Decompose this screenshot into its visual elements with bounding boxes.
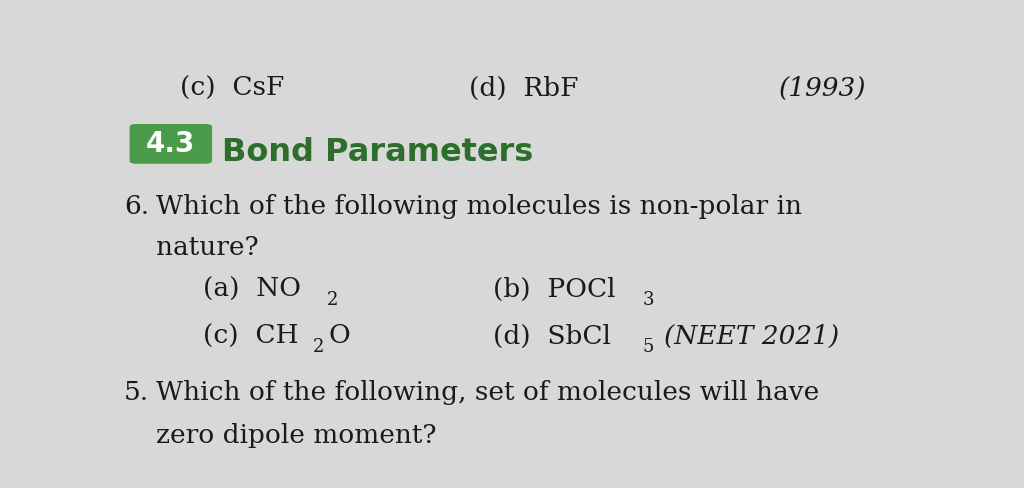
Text: (c)  CH: (c) CH [204, 324, 299, 348]
Text: (1993): (1993) [778, 76, 866, 101]
Text: (NEET 2021): (NEET 2021) [664, 324, 839, 348]
Text: Which of the following molecules is non-polar in: Which of the following molecules is non-… [156, 194, 802, 219]
FancyBboxPatch shape [130, 124, 212, 164]
Text: Bond Parameters: Bond Parameters [221, 138, 532, 168]
Text: nature?: nature? [156, 235, 258, 260]
Text: 3: 3 [642, 291, 653, 309]
Text: 6.: 6. [124, 194, 150, 219]
Text: (d)  RbF: (d) RbF [469, 76, 579, 101]
Text: (b)  POCl: (b) POCl [494, 277, 615, 302]
Text: O: O [329, 324, 350, 348]
Text: (a)  NO: (a) NO [204, 277, 301, 302]
Text: zero dipole moment?: zero dipole moment? [156, 423, 436, 448]
Text: (c)  CsF: (c) CsF [179, 76, 284, 101]
Text: Which of the following, set of molecules will have: Which of the following, set of molecules… [156, 380, 819, 405]
Text: 4.3: 4.3 [146, 130, 196, 158]
Text: 5: 5 [642, 338, 653, 356]
Text: 2: 2 [313, 338, 325, 356]
Text: 5.: 5. [124, 380, 150, 405]
Text: 2: 2 [327, 291, 338, 309]
Text: (d)  SbCl: (d) SbCl [494, 324, 611, 348]
